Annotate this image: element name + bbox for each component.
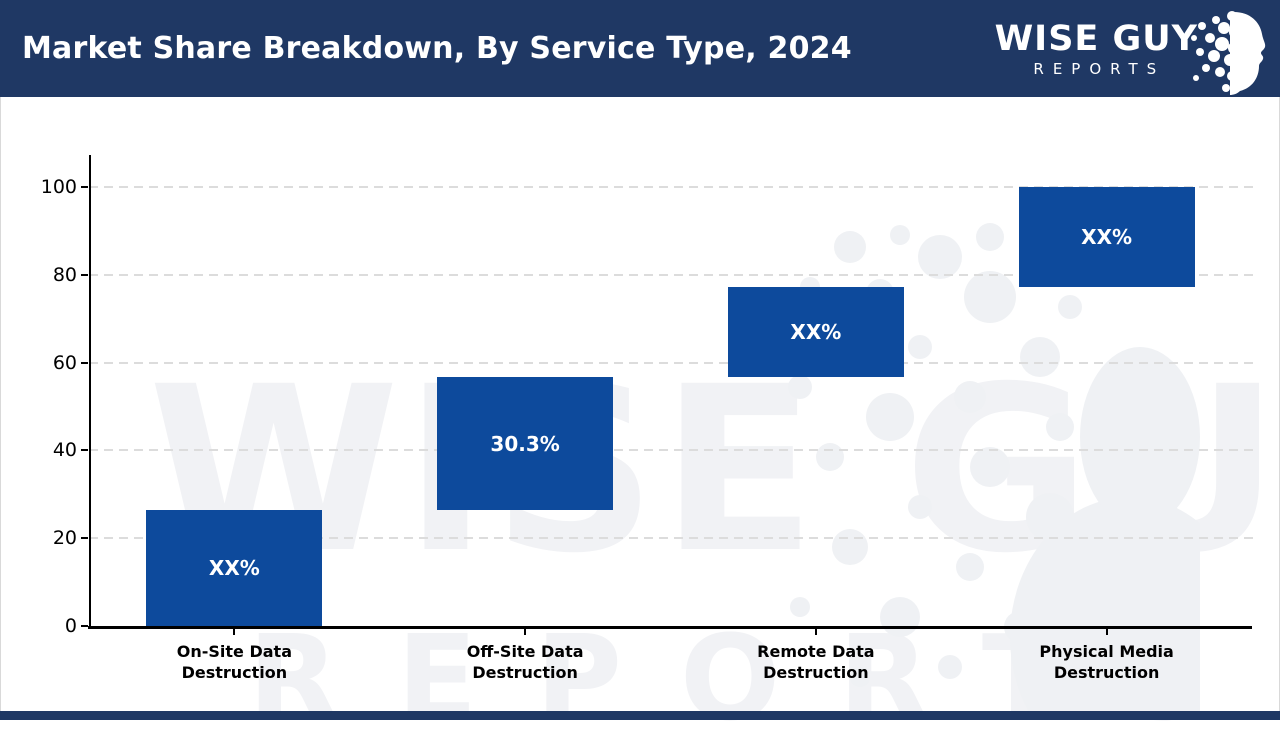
x-axis-category-label-line: Destruction: [181, 663, 288, 682]
x-axis-category-label: Physical Media Destruction: [961, 641, 1252, 683]
bar-value-label: 30.3%: [490, 431, 560, 456]
page-title: Market Share Breakdown, By Service Type,…: [22, 31, 852, 66]
y-tick-label: 80: [52, 263, 77, 286]
x-axis-category-label-line: Remote Data: [757, 642, 875, 661]
x-axis-category-label: On-Site Data Destruction: [89, 641, 380, 683]
x-axis-category-label: Remote Data Destruction: [671, 641, 962, 683]
y-axis-tick: [81, 625, 88, 627]
chart-area: WISE GUY REPORTS XX%On-Site DataDestruct…: [0, 97, 1280, 747]
x-axis-category-label-line: Off-Site Data: [466, 642, 584, 661]
x-axis-category-label-line: On-Site Data: [176, 642, 292, 661]
y-axis-tick: [81, 186, 88, 188]
chart-bar: XX%: [1018, 187, 1195, 287]
y-axis-tick: [81, 273, 88, 276]
y-axis-tick: [81, 537, 88, 540]
bar-value-label: XX%: [790, 319, 842, 344]
y-axis-line: [89, 155, 91, 629]
y-axis-tick: [81, 449, 88, 452]
chart-bar: XX%: [146, 510, 323, 626]
y-tick-label: 100: [40, 176, 77, 198]
gridline: [89, 186, 1256, 188]
x-axis-line: [88, 626, 1252, 629]
gridline: [89, 273, 1256, 276]
chart-bar: XX%: [727, 286, 904, 378]
brand-name-line1: WISE GUY: [994, 19, 1198, 59]
gridline: [89, 537, 1256, 540]
brand-name-line2: REPORTS: [1033, 60, 1166, 78]
gridline: [89, 361, 1256, 364]
chart-bar: 30.3%: [437, 377, 614, 511]
x-axis-tick: [524, 628, 527, 635]
x-axis-category-label: Off-Site Data Destruction: [380, 641, 671, 683]
brand-name: WISE GUY REPORTS: [995, 20, 1198, 78]
left-border: [0, 97, 1, 720]
x-axis-category-label-line: Physical Media: [1039, 642, 1174, 661]
x-axis-category-label-line: Destruction: [472, 663, 578, 682]
gridline: [89, 449, 1256, 452]
x-axis-tick: [814, 628, 817, 635]
y-tick-label: 0: [64, 615, 77, 637]
x-axis-tick: [233, 628, 236, 635]
bar-value-label: XX%: [1081, 224, 1133, 249]
brand-logo: WISE GUY REPORTS: [995, 6, 1266, 95]
x-axis-category-label-line: Destruction: [1053, 663, 1160, 682]
y-tick-label: 20: [52, 527, 77, 550]
y-tick-label: 40: [52, 439, 77, 462]
brand-face-icon: [1191, 11, 1266, 95]
x-axis-tick: [1105, 628, 1108, 635]
bar-value-label: XX%: [208, 556, 260, 581]
y-tick-label: 60: [52, 351, 77, 374]
y-axis-tick: [81, 361, 88, 364]
x-axis-category-label-line: Destruction: [763, 663, 869, 682]
report-header-bar: Market Share Breakdown, By Service Type,…: [0, 0, 1280, 97]
watermark-face-dots-icon: [788, 223, 1200, 711]
report-footer-bar: [0, 711, 1280, 720]
